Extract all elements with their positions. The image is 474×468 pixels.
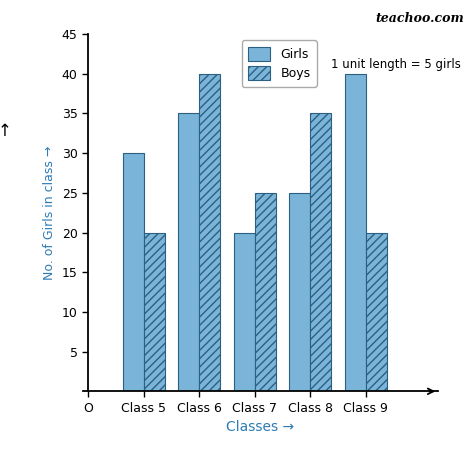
Text: ↑: ↑ bbox=[0, 122, 12, 140]
Y-axis label: No. of Girls in class →: No. of Girls in class → bbox=[43, 146, 56, 280]
Bar bbox=[199, 74, 220, 391]
Bar bbox=[345, 74, 366, 391]
X-axis label: Classes →: Classes → bbox=[226, 420, 294, 434]
Text: 1 unit length = 5 girls: 1 unit length = 5 girls bbox=[330, 58, 460, 71]
Bar bbox=[178, 113, 199, 391]
Bar bbox=[366, 233, 387, 391]
Bar bbox=[144, 233, 165, 391]
Text: teachoo.com: teachoo.com bbox=[376, 12, 465, 25]
Legend: Girls, Boys: Girls, Boys bbox=[242, 40, 317, 87]
Bar bbox=[289, 193, 310, 391]
Bar bbox=[255, 193, 276, 391]
Bar bbox=[234, 233, 255, 391]
Bar bbox=[123, 153, 144, 391]
Bar bbox=[310, 113, 331, 391]
